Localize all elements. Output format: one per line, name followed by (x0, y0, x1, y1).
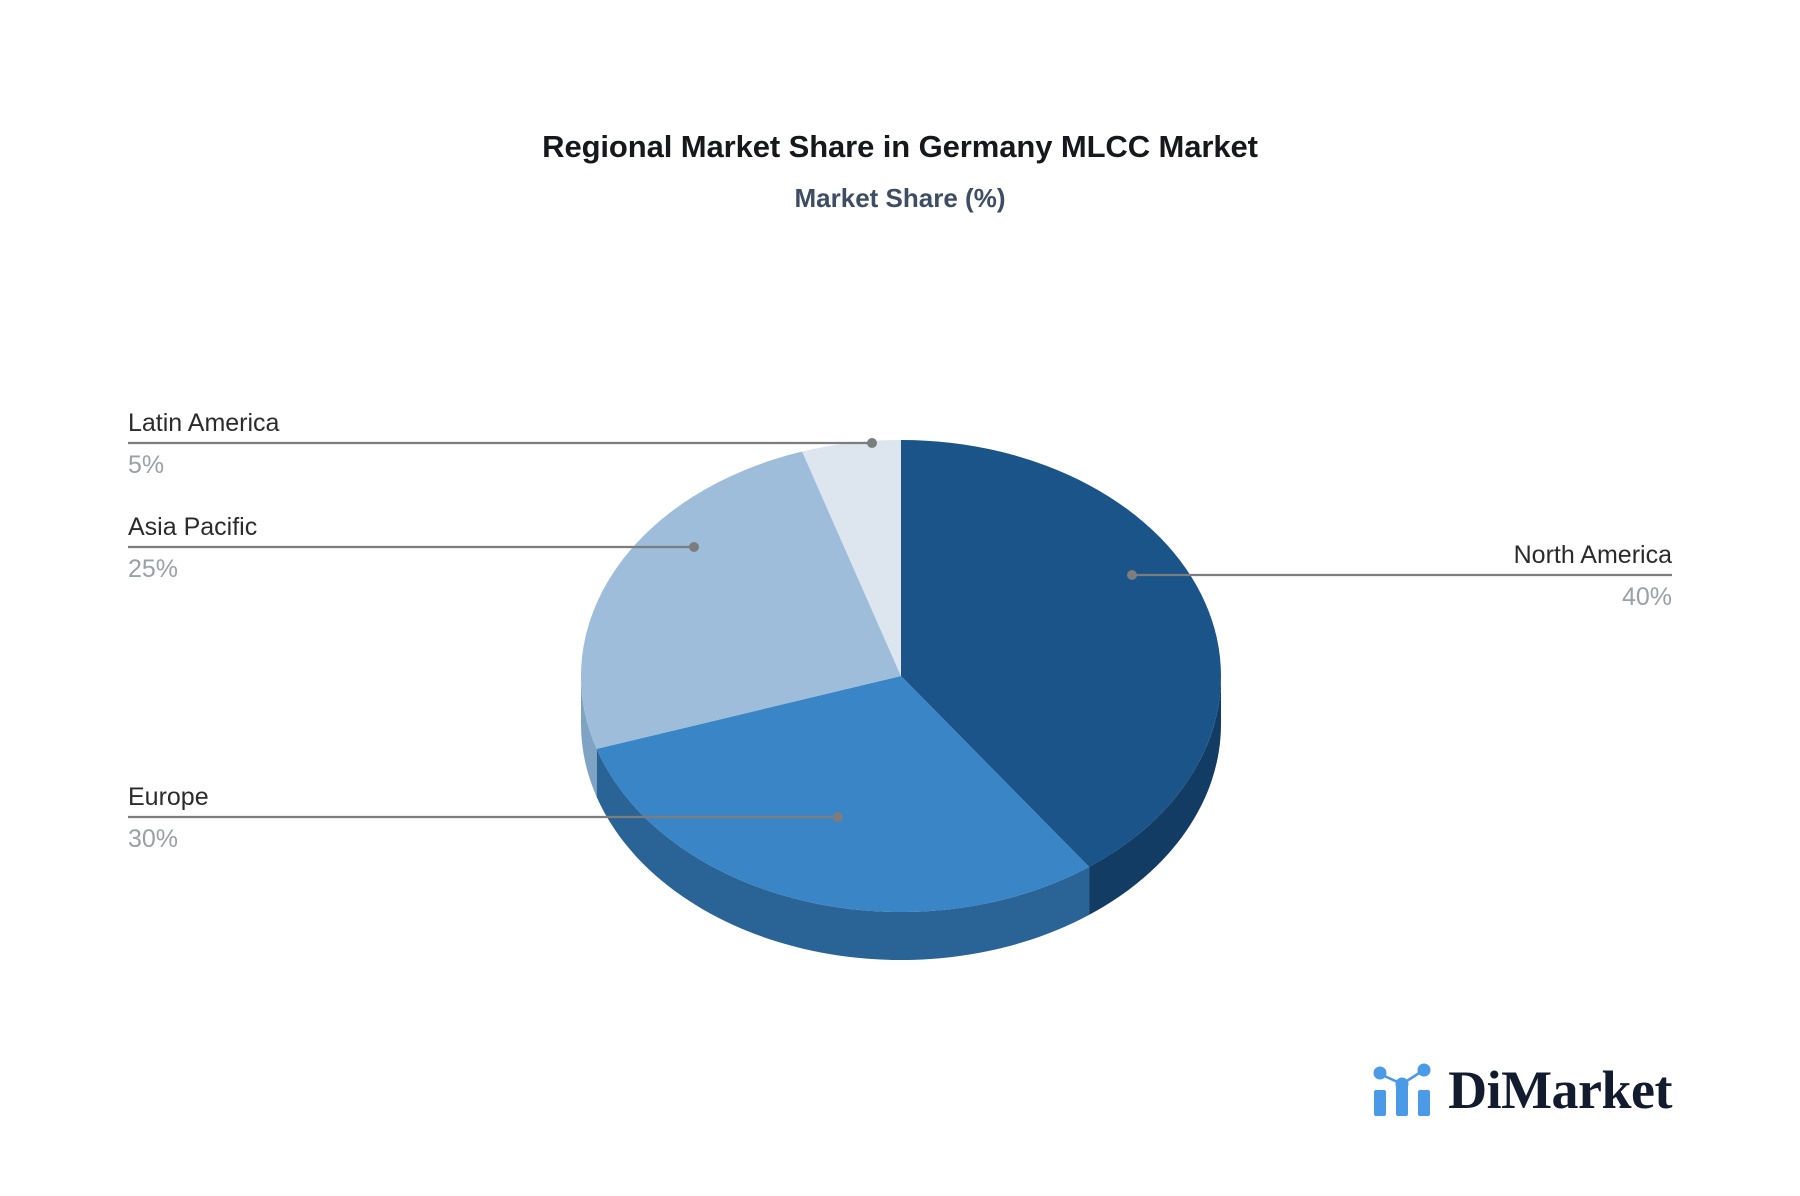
leader-lines (128, 438, 1672, 822)
pie-side-europe (596, 748, 1090, 960)
pie-slice-europe (596, 676, 1090, 913)
callout-value-europe: 30% (128, 825, 179, 853)
callout-north-america: North America 40% (1272, 540, 1672, 612)
callout-value-north-america: 40% (1621, 583, 1672, 611)
pie-3d-sides (581, 676, 1221, 960)
leader-dot-north-america (1127, 570, 1137, 580)
callout-latin-america: Latin America 5% (128, 408, 458, 480)
callout-label-asia-pacific: Asia Pacific (128, 513, 258, 541)
pie-slice-north-america (901, 440, 1222, 867)
pie-slice-latin-america (802, 440, 901, 676)
pie-side-north-america (1089, 676, 1221, 915)
callout-label-europe: Europe (128, 783, 209, 811)
leader-dot-asia-pacific (689, 542, 699, 552)
pie-slice-asia-pacific (581, 451, 901, 749)
chart-title: Regional Market Share in Germany MLCC Ma… (542, 129, 1258, 164)
leader-dot-latin-america (867, 438, 877, 448)
callout-label-north-america: North America (1513, 541, 1672, 569)
pie-side-asia-pacific (581, 676, 597, 797)
bar-chart-icon (1373, 1063, 1431, 1116)
leader-dot-europe (833, 812, 843, 822)
pie-top-face (581, 440, 1222, 913)
chart-subtitle: Market Share (%) (794, 183, 1006, 213)
callout-asia-pacific: Asia Pacific 25% (128, 512, 458, 584)
brand-name: DiMarket (1448, 1060, 1672, 1120)
callout-value-asia-pacific: 25% (128, 555, 179, 583)
callout-value-latin-america: 5% (128, 451, 165, 479)
title-block: Regional Market Share in Germany MLCC Ma… (0, 128, 1800, 214)
callout-europe: Europe 30% (128, 782, 458, 854)
brand-logo: DiMarket (1372, 1062, 1672, 1118)
callout-label-latin-america: Latin America (128, 409, 280, 437)
